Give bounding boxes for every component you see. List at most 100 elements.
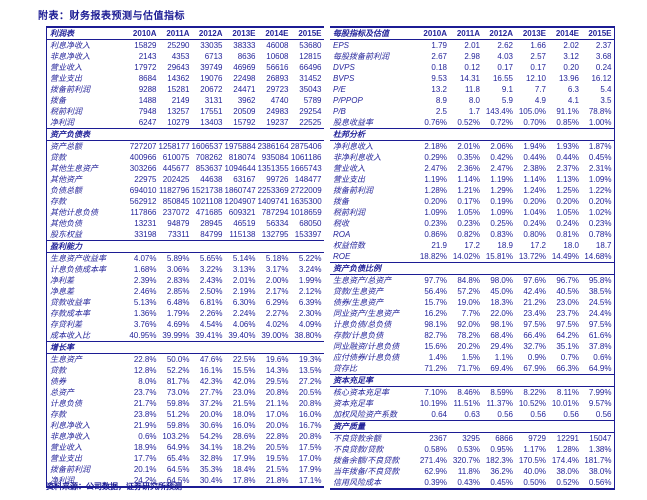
value-cell: 3131 (204, 96, 223, 105)
value-cell: 1.17% (523, 445, 546, 454)
value-cell: 0.24 (595, 63, 612, 72)
value-cell: 53680 (299, 41, 322, 50)
row-label-cell: 拨备前利润 (50, 85, 90, 94)
value-cell: 22975 (134, 175, 157, 184)
value-cell: 6.3 (567, 85, 579, 94)
value-cell: 15.81% (485, 252, 513, 261)
row-label-cell: 拨备 (333, 197, 349, 206)
value-cell: 99726 (266, 175, 289, 184)
value-cell: 17.2 (530, 241, 546, 250)
value-cell: 2367 (429, 434, 447, 443)
value-cell: 26893 (266, 74, 289, 83)
value-cell: 0.52% (556, 478, 579, 487)
value-cell: 4353 (171, 52, 190, 61)
value-cell: 16.7% (298, 421, 322, 430)
row-label-cell: 负债总额 (50, 186, 82, 195)
value-cell: 39.40% (228, 331, 256, 340)
value-cell: 610075 (162, 153, 190, 162)
table-row: 生息资产 22.8% 50.0% 47.6% 22.5% 19.6% 19.3% (47, 354, 324, 366)
value-cell: 13.72% (518, 252, 546, 261)
value-cell: 16.55 (492, 74, 513, 83)
value-cell: 20.5% (265, 443, 289, 452)
value-cell: 105.0% (518, 107, 546, 116)
value-cell: 35.1% (556, 342, 579, 351)
value-cell: 66.4% (523, 331, 546, 340)
table-row: ROE 18.82% 14.02% 15.81% 13.72% 14.49% 14.68% (330, 251, 614, 263)
value-cell: 32.8% (199, 454, 223, 463)
value-cell: 1.21% (457, 186, 480, 195)
value-cell: 23.8% (133, 410, 157, 419)
value-cell: 4.1 (567, 96, 579, 105)
table-row: 债券 8.0% 81.7% 42.3% 42.0% 29.5% 27.2% (47, 376, 324, 387)
value-cell: 29.4% (490, 342, 513, 351)
value-cell: 46519 (233, 219, 256, 228)
table-row: P/B 2.5 1.7 143.4% 105.0% 91.1% 78.8% (330, 106, 614, 117)
table-row: 存款 562912 850845 1021108 1204907 1409741 16353… (47, 196, 324, 207)
value-cell: 2.26% (199, 309, 223, 318)
table-row: 税收 0.23% 0.23% 0.25% 0.24% 0.24% 0.23% (330, 218, 614, 229)
value-cell: 30.6% (199, 421, 223, 430)
value-cell: 68050 (299, 219, 322, 228)
value-cell: 0.80% (523, 230, 546, 239)
value-cell: 78.2% (457, 331, 480, 340)
value-cell: 2.83% (166, 276, 190, 285)
value-cell: 18.9 (497, 241, 513, 250)
value-cell: 91.1% (556, 107, 579, 116)
year-header-cell: 2015E (290, 26, 324, 40)
value-cell: 787294 (261, 208, 289, 217)
value-cell: 37.2% (199, 399, 223, 408)
section-header-row: 资产负债表 (46, 128, 324, 141)
value-cell: 28.6% (232, 432, 256, 441)
value-cell: 0.17 (530, 63, 546, 72)
value-cell: 0.6% (593, 353, 612, 362)
value-cell: 1.66 (530, 41, 546, 50)
row-label-cell: 不良贷款/贷款 (333, 445, 384, 454)
year-header-cell: 2015E (581, 26, 614, 40)
value-cell: 20672 (200, 85, 223, 94)
table-row: 营业收入 17972 29643 39749 46969 56616 66496 (47, 62, 324, 73)
table-row: 利息净收入 21.9% 59.8% 30.6% 16.0% 20.0% 16.7% (47, 420, 324, 431)
row-label-cell: 核心资本充足率 (333, 388, 389, 397)
value-cell: 6866 (495, 434, 513, 443)
value-cell: 18.3% (490, 298, 513, 307)
value-cell: 44638 (200, 175, 223, 184)
value-cell: 0.85% (556, 118, 579, 127)
row-label-cell: 贷款 (50, 366, 66, 375)
value-cell: 19237 (266, 118, 289, 127)
value-cell: 14362 (167, 74, 190, 83)
value-cell: 10608 (266, 52, 289, 61)
value-cell: 18.0 (563, 241, 579, 250)
value-cell: 20.8% (298, 399, 322, 408)
value-cell: 4740 (270, 96, 289, 105)
value-cell: 4.07% (133, 254, 157, 263)
value-cell: 2.37 (595, 41, 612, 50)
table-row: 非息净收入 0.6% 103.2% 54.2% 28.6% 22.8% 20.8% (47, 431, 324, 442)
value-cell: 2.47% (424, 164, 447, 173)
row-label-cell: 非息净收入 (50, 52, 90, 61)
value-cell: 97.7% (424, 276, 447, 285)
value-cell: 708262 (195, 153, 223, 162)
value-cell: 20509 (233, 107, 256, 116)
value-cell: 20.8% (298, 432, 322, 441)
value-cell: 23.7% (133, 388, 157, 397)
row-label-cell: 营业收入 (333, 164, 365, 173)
value-cell: 27.7% (199, 388, 223, 397)
value-cell: 4.03 (497, 52, 513, 61)
value-cell: 1521738 (191, 186, 223, 195)
value-cell: 850845 (162, 197, 190, 206)
value-cell: 21.9% (133, 421, 157, 430)
value-cell: 5.22% (298, 254, 322, 263)
value-cell: 1.68% (133, 265, 157, 274)
value-cell: 1606537 (191, 142, 223, 151)
value-cell: 22.5% (232, 355, 256, 364)
value-cell: 1635300 (290, 197, 322, 206)
value-cell: 2.62 (497, 41, 513, 50)
valuation-metrics-table: 每股指标及估值 2010A 2011A 2012A 2013E 2014E 2015E EPS… (330, 26, 615, 490)
value-cell: 303266 (129, 164, 157, 173)
value-cell: 1.02% (588, 208, 612, 217)
value-cell: 0.25% (490, 219, 513, 228)
value-cell: 8.46% (457, 388, 480, 397)
value-cell: 471685 (195, 208, 223, 217)
value-cell: 4.02% (265, 320, 289, 329)
value-cell: 84799 (200, 230, 223, 239)
